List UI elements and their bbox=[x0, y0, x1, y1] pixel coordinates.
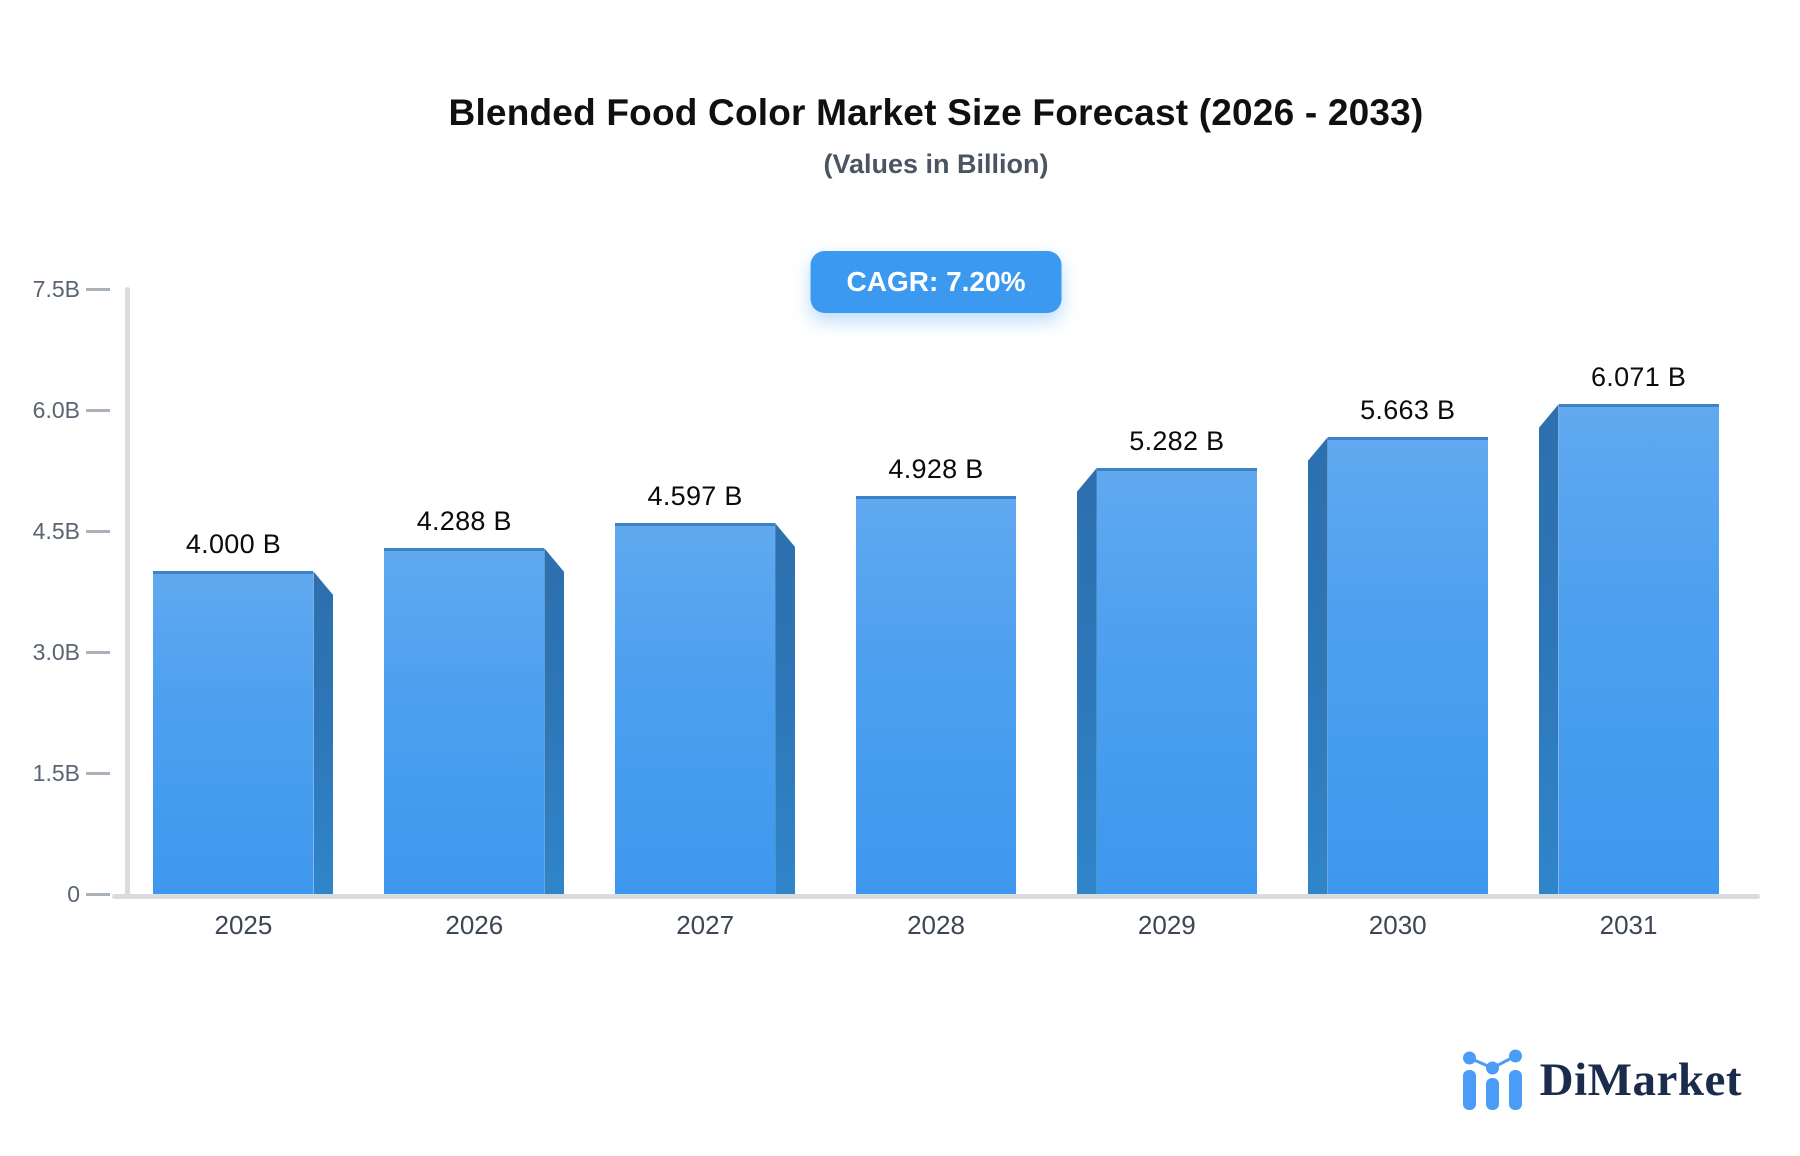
x-axis-label-2028: 2028 bbox=[907, 910, 965, 940]
bar-2027 bbox=[615, 523, 776, 894]
bar-3d-side-2026 bbox=[544, 548, 565, 894]
bar-value-label-2025: 4.000 B bbox=[185, 529, 282, 560]
y-axis-tick-label: 3.0B bbox=[32, 639, 80, 665]
x-axis-label-2029: 2029 bbox=[1137, 910, 1196, 940]
y-tick-dash bbox=[86, 287, 110, 291]
y-tick-dash bbox=[86, 650, 110, 654]
bar-value-label-2028: 4.928 B bbox=[888, 454, 984, 485]
bar-value-label-2030: 5.663 B bbox=[1360, 395, 1456, 426]
y-axis-tick-label: 6.0B bbox=[32, 397, 80, 423]
bar-3d-side-2027 bbox=[775, 523, 796, 894]
bar-3d-side-2030 bbox=[1307, 437, 1328, 894]
bar-2031 bbox=[1558, 404, 1719, 894]
bar-3d-side-2031 bbox=[1538, 404, 1559, 894]
cagr-badge: CAGR: 7.20% bbox=[810, 251, 1062, 313]
bar-2029 bbox=[1096, 467, 1257, 894]
x-axis-label-2031: 2031 bbox=[1599, 910, 1658, 940]
y-axis-tick-label: 1.5B bbox=[32, 760, 80, 786]
x-axis-label-2025: 2025 bbox=[214, 910, 273, 940]
bar-value-label-2029: 5.282 B bbox=[1129, 425, 1225, 456]
y-tick-dash bbox=[86, 771, 110, 775]
x-axis-label-2030: 2030 bbox=[1368, 910, 1427, 940]
y-tick-dash bbox=[86, 892, 110, 896]
brand-name: DiMarket bbox=[1539, 1053, 1742, 1106]
bar-2025 bbox=[153, 571, 314, 894]
plot-area: 0 1.5B 3.0B 4.5B 6.0B 7.5B 4.000 B 4.288 B 4.59… bbox=[33, 276, 1760, 940]
y-tick-dash bbox=[86, 408, 110, 412]
bar-2028 bbox=[856, 496, 1016, 894]
bar-3d-side-2025 bbox=[313, 571, 334, 894]
y-axis-tick-label: 0 bbox=[67, 881, 80, 907]
y-axis-tick-label: 4.5B bbox=[32, 518, 80, 544]
bar-value-label-2026: 4.288 B bbox=[416, 506, 512, 537]
bar-value-label-2027: 4.597 B bbox=[647, 481, 743, 512]
brand-logo: DiMarket bbox=[1460, 1048, 1742, 1112]
x-axis-label-2026: 2026 bbox=[445, 910, 504, 940]
chart-subtitle: (Values in Billion) bbox=[823, 149, 1049, 179]
y-axis-tick-label: 7.5B bbox=[32, 276, 80, 302]
y-tick-dash bbox=[86, 529, 110, 533]
x-axis-baseline bbox=[112, 894, 1760, 899]
x-axis-label-2027: 2027 bbox=[676, 910, 735, 940]
chart-title: Blended Food Color Market Size Forecast … bbox=[448, 92, 1424, 133]
bar-3d-side-2029 bbox=[1076, 467, 1097, 894]
mini-bar-chart-logo-icon bbox=[1462, 1049, 1522, 1110]
y-axis-line bbox=[125, 287, 130, 898]
bar-2030 bbox=[1327, 437, 1488, 894]
bar-2026 bbox=[384, 548, 545, 894]
bar-value-label-2031: 6.071 B bbox=[1590, 362, 1687, 393]
